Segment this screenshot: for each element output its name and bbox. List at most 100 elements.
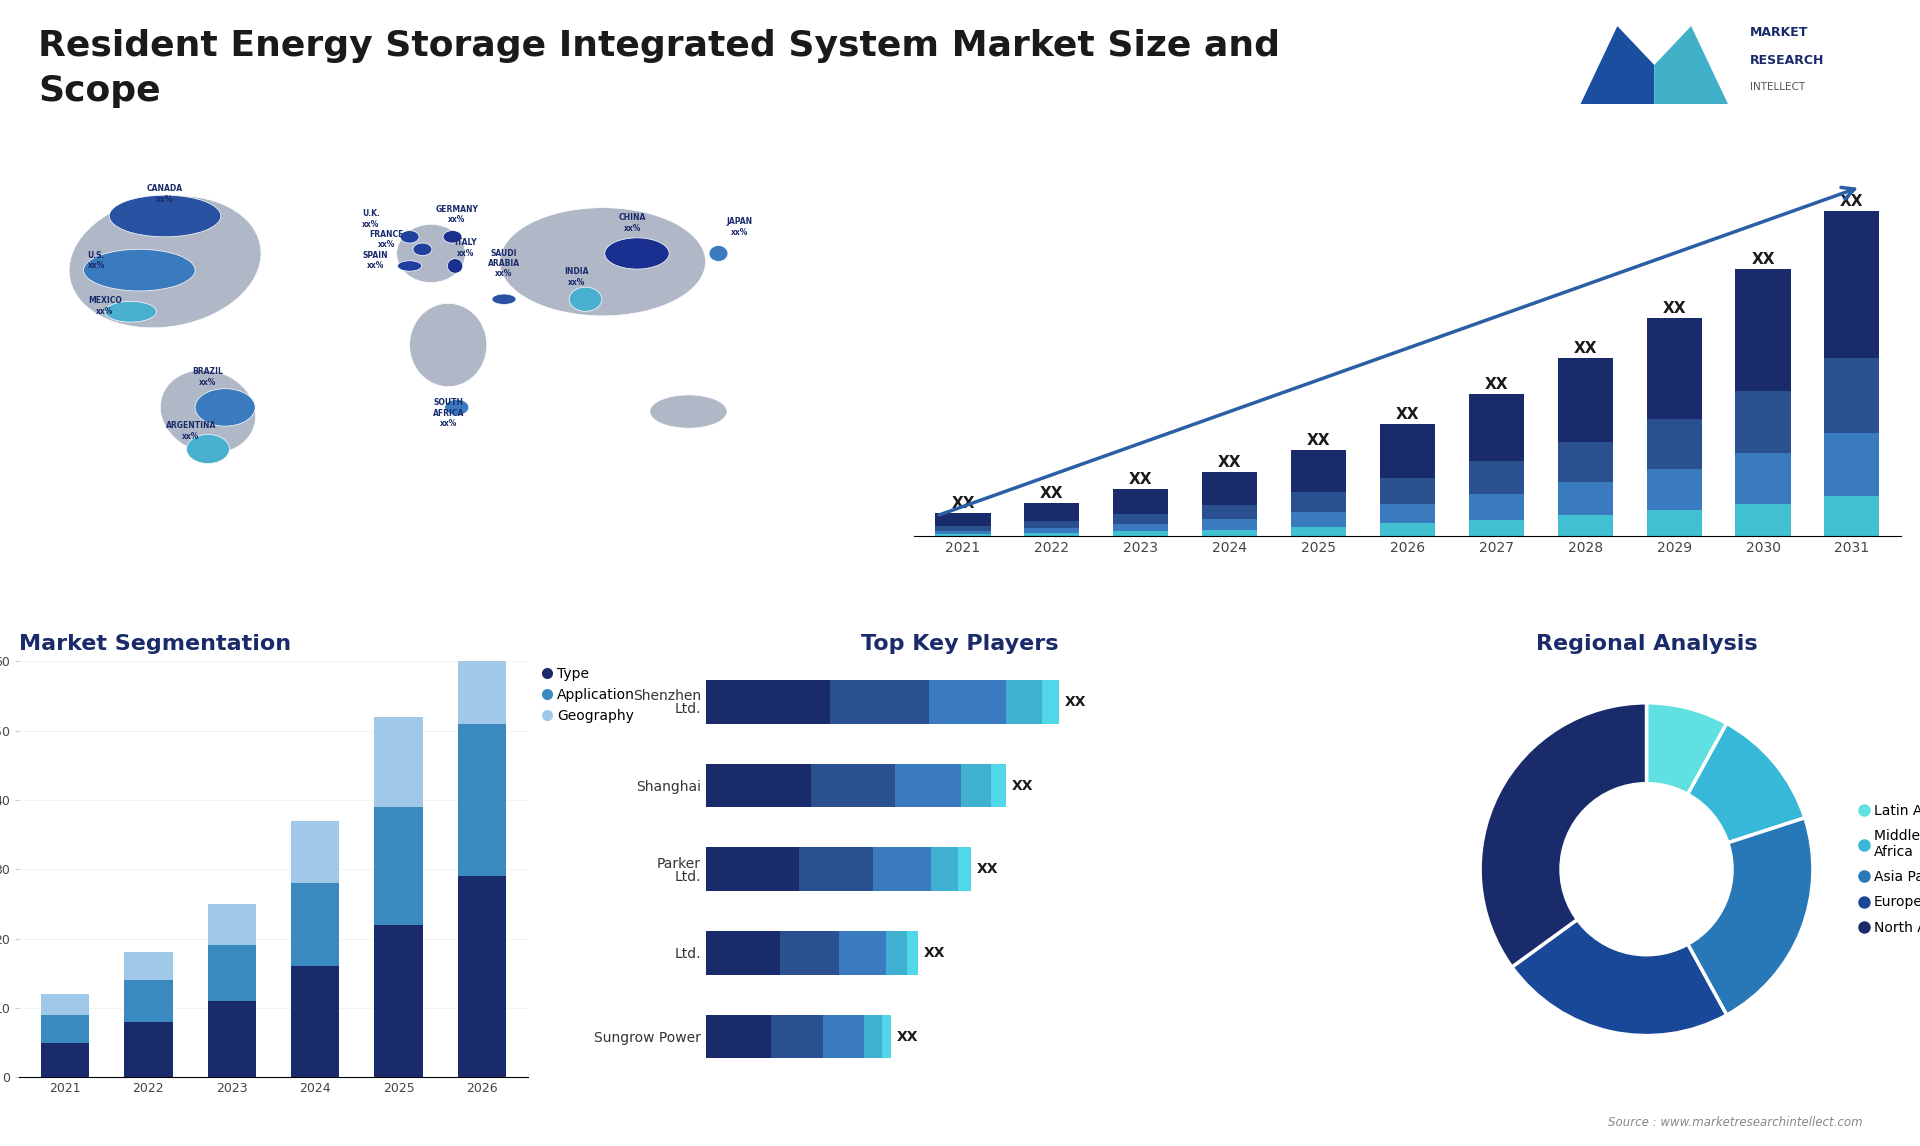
Bar bbox=[962, 763, 991, 807]
Bar bbox=[1736, 453, 1791, 504]
Text: Scope: Scope bbox=[38, 74, 161, 109]
Bar bbox=[1202, 529, 1258, 536]
Bar bbox=[1557, 482, 1613, 516]
Bar bbox=[457, 723, 507, 877]
Bar bbox=[958, 847, 972, 890]
Bar bbox=[1469, 520, 1524, 536]
Text: Source : www.marketresearchintellect.com: Source : www.marketresearchintellect.com bbox=[1607, 1116, 1862, 1129]
Text: XX: XX bbox=[1839, 195, 1864, 210]
Ellipse shape bbox=[413, 243, 432, 256]
Ellipse shape bbox=[69, 196, 261, 328]
Bar bbox=[799, 847, 874, 890]
Bar bbox=[1647, 317, 1701, 418]
Ellipse shape bbox=[708, 245, 728, 261]
Bar bbox=[1380, 424, 1434, 478]
Bar bbox=[207, 1000, 255, 1077]
Bar bbox=[292, 966, 340, 1077]
Bar bbox=[374, 807, 422, 925]
Bar bbox=[1557, 441, 1613, 482]
Bar bbox=[707, 680, 829, 723]
Text: Resident Energy Storage Integrated System Market Size and: Resident Energy Storage Integrated Syste… bbox=[38, 29, 1281, 63]
Text: XX: XX bbox=[1751, 252, 1774, 267]
Bar bbox=[457, 877, 507, 1077]
Text: XX: XX bbox=[950, 496, 975, 511]
Bar bbox=[887, 932, 908, 974]
Bar bbox=[1290, 493, 1346, 512]
Text: XX: XX bbox=[1012, 778, 1033, 793]
Text: XX: XX bbox=[1574, 342, 1597, 356]
Text: GERMANY
xx%: GERMANY xx% bbox=[436, 205, 478, 225]
Bar bbox=[810, 763, 895, 807]
Bar bbox=[824, 1015, 864, 1058]
Text: XX: XX bbox=[1484, 377, 1507, 392]
Bar bbox=[125, 1022, 173, 1077]
Text: SOUTH
AFRICA
xx%: SOUTH AFRICA xx% bbox=[432, 399, 465, 429]
Text: XX: XX bbox=[1217, 455, 1242, 470]
Bar bbox=[1380, 478, 1434, 504]
Bar bbox=[1469, 394, 1524, 461]
Text: CANADA
xx%: CANADA xx% bbox=[148, 185, 182, 204]
Title: Top Key Players: Top Key Players bbox=[862, 634, 1058, 654]
Bar bbox=[374, 716, 422, 807]
Bar bbox=[1469, 494, 1524, 520]
Text: U.K.
xx%: U.K. xx% bbox=[363, 209, 380, 228]
Ellipse shape bbox=[447, 259, 463, 273]
Bar bbox=[935, 534, 991, 536]
Bar bbox=[1824, 433, 1880, 495]
Text: BRAZIL
xx%: BRAZIL xx% bbox=[192, 367, 223, 386]
Ellipse shape bbox=[397, 225, 465, 283]
Ellipse shape bbox=[568, 288, 601, 312]
Text: U.S.
xx%: U.S. xx% bbox=[88, 251, 106, 270]
Text: XX: XX bbox=[897, 1029, 918, 1044]
Ellipse shape bbox=[399, 230, 419, 243]
Text: XX: XX bbox=[924, 945, 945, 960]
Wedge shape bbox=[1511, 869, 1726, 1036]
Ellipse shape bbox=[499, 207, 707, 316]
Title: Regional Analysis: Regional Analysis bbox=[1536, 634, 1757, 654]
Bar bbox=[1557, 359, 1613, 441]
Bar bbox=[1380, 504, 1434, 524]
Bar bbox=[829, 680, 929, 723]
Text: INDIA
xx%: INDIA xx% bbox=[564, 267, 589, 286]
Circle shape bbox=[1559, 783, 1734, 956]
Ellipse shape bbox=[106, 301, 157, 322]
Bar bbox=[1647, 418, 1701, 470]
Bar bbox=[1557, 516, 1613, 536]
Bar bbox=[207, 904, 255, 945]
Text: ITALY
xx%: ITALY xx% bbox=[453, 238, 476, 258]
Text: Market Segmentation: Market Segmentation bbox=[19, 634, 292, 654]
Bar bbox=[40, 1043, 88, 1077]
Text: RESEARCH: RESEARCH bbox=[1749, 54, 1824, 66]
Bar bbox=[1380, 524, 1434, 536]
Ellipse shape bbox=[492, 295, 516, 305]
Ellipse shape bbox=[161, 370, 255, 453]
Bar bbox=[1469, 461, 1524, 494]
Text: XX: XX bbox=[1663, 300, 1686, 315]
Bar bbox=[1043, 680, 1060, 723]
Bar bbox=[1736, 391, 1791, 453]
Ellipse shape bbox=[109, 195, 221, 237]
Bar bbox=[1290, 512, 1346, 526]
Legend: Type, Application, Geography: Type, Application, Geography bbox=[538, 661, 641, 728]
Bar bbox=[1114, 489, 1169, 513]
Wedge shape bbox=[1647, 702, 1726, 869]
Bar bbox=[1736, 268, 1791, 391]
Ellipse shape bbox=[445, 400, 468, 415]
Ellipse shape bbox=[444, 230, 463, 243]
Bar bbox=[935, 531, 991, 534]
Bar bbox=[374, 925, 422, 1077]
Wedge shape bbox=[1647, 723, 1805, 869]
Bar bbox=[1647, 510, 1701, 536]
Bar bbox=[1006, 680, 1043, 723]
Text: SAUDI
ARABIA
xx%: SAUDI ARABIA xx% bbox=[488, 249, 520, 278]
Bar bbox=[292, 884, 340, 966]
Text: XX: XX bbox=[1396, 407, 1419, 422]
Bar bbox=[1824, 495, 1880, 536]
Bar bbox=[707, 1015, 770, 1058]
Bar bbox=[935, 526, 991, 531]
Text: XX: XX bbox=[977, 862, 998, 877]
Bar bbox=[935, 512, 991, 526]
Bar bbox=[40, 1015, 88, 1043]
Bar bbox=[707, 932, 780, 974]
Text: XX: XX bbox=[1041, 486, 1064, 501]
